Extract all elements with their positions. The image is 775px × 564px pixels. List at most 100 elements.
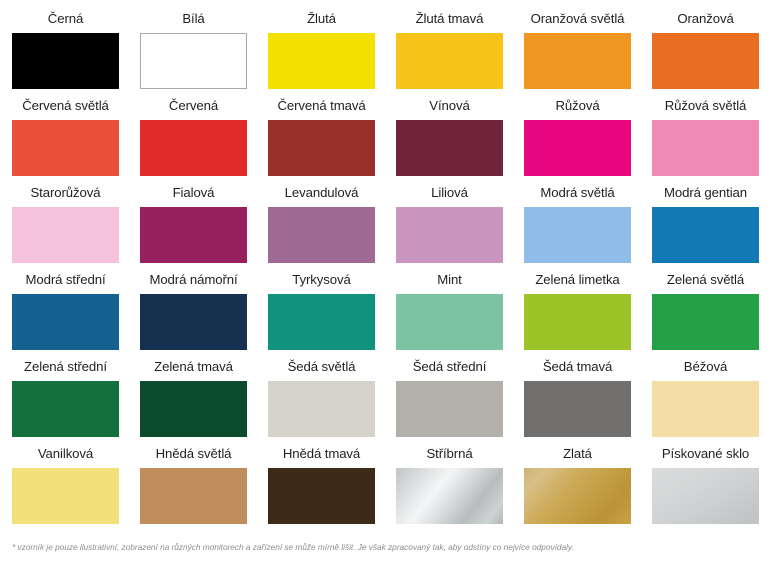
swatch-chip[interactable] [140,120,247,176]
swatch-chip[interactable] [396,33,503,89]
swatch-chip[interactable] [524,468,631,524]
swatch-cell[interactable]: Žlutá [268,4,375,91]
swatch-chip[interactable] [396,120,503,176]
swatch-cell[interactable]: Pískované sklo [652,439,759,526]
swatch-chip[interactable] [652,33,759,89]
swatch-cell[interactable]: Červená světlá [12,91,119,178]
swatch-cell[interactable]: Šedá tmavá [524,352,631,439]
swatch-chip[interactable] [12,120,119,176]
swatch-cell[interactable]: Modrá gentian [652,178,759,265]
swatch-label: Oranžová [677,11,734,26]
swatch-chip[interactable] [268,468,375,524]
swatch-chip[interactable] [140,294,247,350]
swatch-cell[interactable]: Šedá střední [396,352,503,439]
swatch-cell[interactable]: Zlatá [524,439,631,526]
swatch-chip[interactable] [268,294,375,350]
swatch-cell[interactable]: Tyrkysová [268,265,375,352]
swatch-chip[interactable] [268,381,375,437]
swatch-chip[interactable] [652,294,759,350]
swatch-chip[interactable] [140,468,247,524]
swatch-cell[interactable]: Fialová [140,178,247,265]
swatch-chip[interactable] [396,381,503,437]
swatch-label: Béžová [683,359,728,374]
swatch-label: Žlutá [307,11,336,26]
swatch-label: Zlatá [563,446,592,461]
swatch-label: Vínová [429,98,470,113]
swatch-chip[interactable] [524,33,631,89]
swatch-chip[interactable] [268,120,375,176]
swatch-cell[interactable]: Vanilková [12,439,119,526]
swatch-label: Stříbrná [426,446,473,461]
swatch-label: Žlutá tmavá [415,11,484,26]
swatch-label: Mint [437,272,462,287]
swatch-chip[interactable] [652,120,759,176]
swatch-cell[interactable]: Mint [396,265,503,352]
swatch-chip[interactable] [396,294,503,350]
swatch-chip[interactable] [140,33,247,89]
swatch-chip[interactable] [12,33,119,89]
swatch-cell[interactable]: Modrá světlá [524,178,631,265]
swatch-chip[interactable] [12,207,119,263]
swatch-cell[interactable]: Liliová [396,178,503,265]
swatch-chip[interactable] [652,207,759,263]
swatch-label: Šedá tmavá [542,359,613,374]
swatch-cell[interactable]: Hnědá světlá [140,439,247,526]
swatch-label: Černá [47,11,84,26]
swatch-chip[interactable] [140,207,247,263]
swatch-label: Šedá světlá [287,359,356,374]
swatch-cell[interactable]: Modrá námořní [140,265,247,352]
swatch-cell[interactable]: Oranžová [652,4,759,91]
swatch-chip[interactable] [396,468,503,524]
swatch-chip[interactable] [12,468,119,524]
swatch-cell[interactable]: Černá [12,4,119,91]
swatch-cell[interactable]: Červená [140,91,247,178]
swatch-cell[interactable]: Červená tmavá [268,91,375,178]
swatch-cell[interactable]: Hnědá tmavá [268,439,375,526]
swatch-label: Zelená tmavá [154,359,233,374]
swatch-chip[interactable] [524,381,631,437]
swatch-chip[interactable] [524,120,631,176]
swatch-label: Modrá gentian [663,185,747,200]
swatch-cell[interactable]: Zelená limetka [524,265,631,352]
swatch-label: Oranžová světlá [530,11,625,26]
swatch-chip[interactable] [652,381,759,437]
swatch-label: Červená tmavá [277,98,366,113]
swatch-label: Bílá [182,11,205,26]
swatch-cell[interactable]: Růžová světlá [652,91,759,178]
swatch-chip[interactable] [140,381,247,437]
swatch-cell[interactable]: Modrá střední [12,265,119,352]
swatch-cell[interactable]: Oranžová světlá [524,4,631,91]
swatch-cell[interactable]: Zelená tmavá [140,352,247,439]
swatch-chip[interactable] [268,33,375,89]
swatch-label: Šedá střední [412,359,487,374]
swatch-chip[interactable] [396,207,503,263]
swatch-cell[interactable]: Bílá [140,4,247,91]
swatch-label: Pískované sklo [661,446,750,461]
footnote-disclaimer: * vzorník je pouze ilustrativní, zobraze… [12,542,574,553]
swatch-cell[interactable]: Šedá světlá [268,352,375,439]
swatch-cell[interactable]: Zelená střední [12,352,119,439]
swatch-chip[interactable] [652,468,759,524]
swatch-cell[interactable]: Vínová [396,91,503,178]
swatch-label: Tyrkysová [292,272,351,287]
swatch-label: Starorůžová [30,185,101,200]
swatch-label: Zelená limetka [535,272,620,287]
swatch-label: Vanilková [37,446,94,461]
swatch-label: Červená [168,98,219,113]
swatch-cell[interactable]: Stříbrná [396,439,503,526]
swatch-cell[interactable]: Zelená světlá [652,265,759,352]
swatch-cell[interactable]: Starorůžová [12,178,119,265]
swatch-chip[interactable] [524,294,631,350]
swatch-chip[interactable] [12,381,119,437]
swatch-chip[interactable] [268,207,375,263]
swatch-chip[interactable] [524,207,631,263]
swatch-cell[interactable]: Žlutá tmavá [396,4,503,91]
swatch-label: Liliová [431,185,468,200]
swatch-label: Růžová [555,98,600,113]
swatch-chip[interactable] [12,294,119,350]
swatch-label: Červená světlá [22,98,109,113]
swatch-label: Zelená světlá [666,272,745,287]
swatch-cell[interactable]: Béžová [652,352,759,439]
swatch-cell[interactable]: Levandulová [268,178,375,265]
swatch-cell[interactable]: Růžová [524,91,631,178]
